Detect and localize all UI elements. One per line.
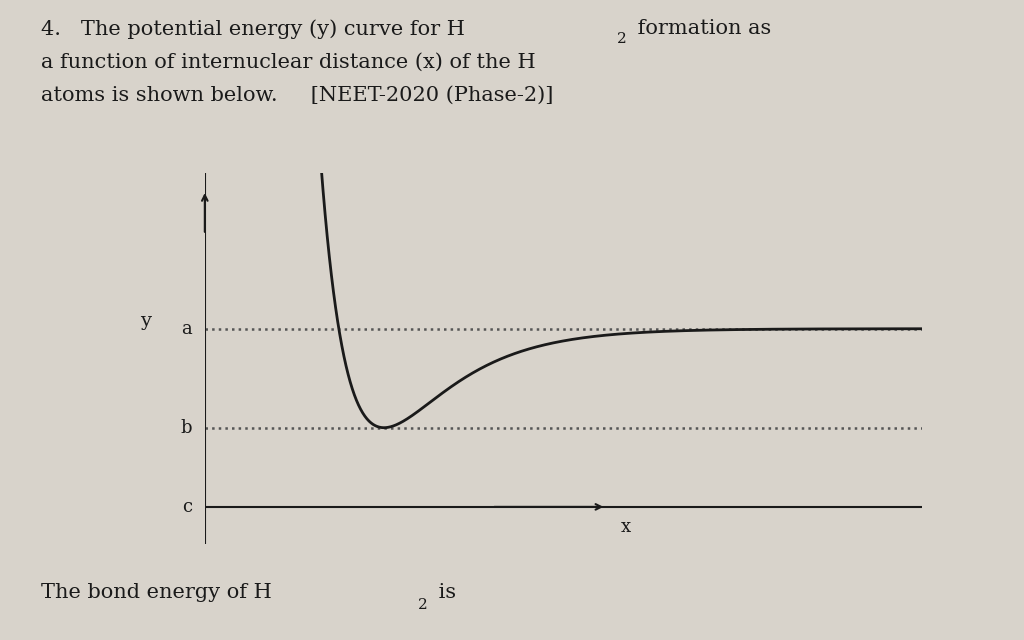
Text: x: x bbox=[621, 518, 631, 536]
Text: 2: 2 bbox=[418, 598, 428, 612]
Text: The bond energy of H: The bond energy of H bbox=[41, 582, 271, 602]
Text: formation as: formation as bbox=[631, 19, 771, 38]
Text: y: y bbox=[140, 312, 152, 330]
Text: a: a bbox=[181, 320, 191, 338]
Text: is: is bbox=[432, 582, 457, 602]
Text: 4.   The potential energy (y) curve for H: 4. The potential energy (y) curve for H bbox=[41, 19, 465, 39]
Text: c: c bbox=[182, 498, 191, 516]
Text: 2: 2 bbox=[616, 32, 627, 46]
Text: atoms is shown below.     [NEET-2020 (Phase-2)]: atoms is shown below. [NEET-2020 (Phase-… bbox=[41, 86, 553, 105]
Text: a function of internuclear distance (x) of the H: a function of internuclear distance (x) … bbox=[41, 52, 536, 72]
Text: b: b bbox=[180, 419, 191, 436]
